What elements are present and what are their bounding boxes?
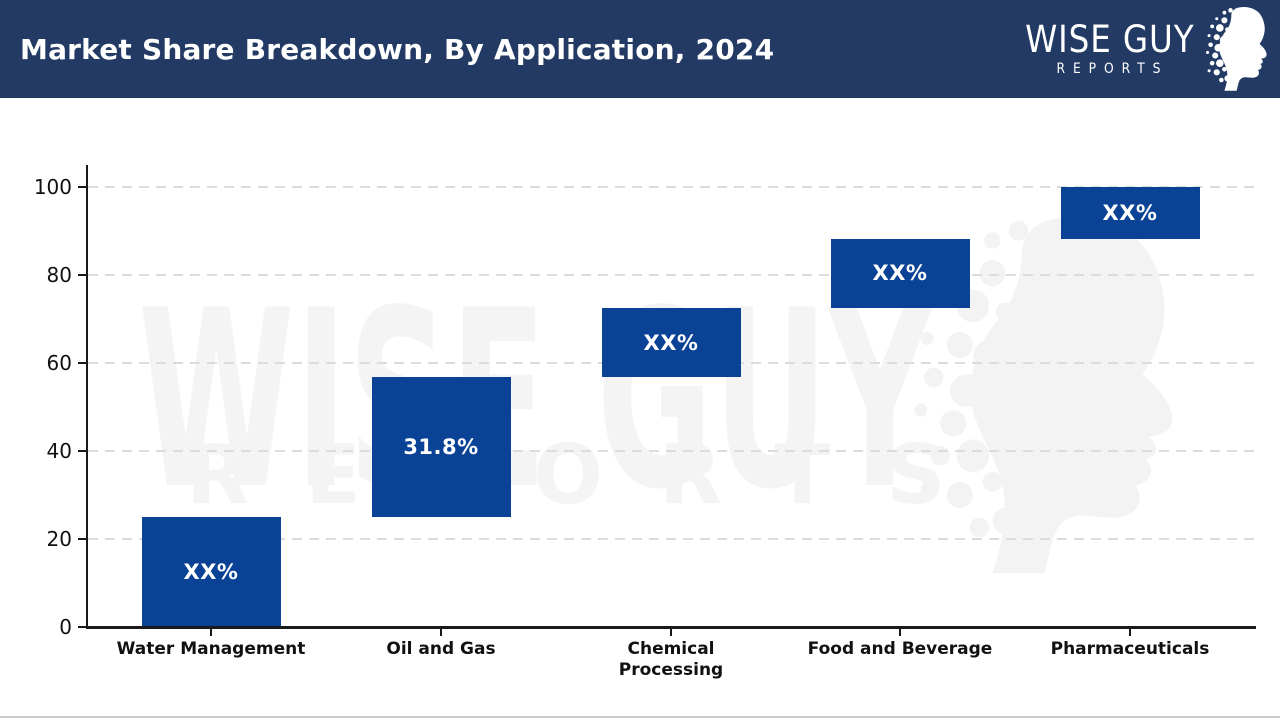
header: Market Share Breakdown, By Application, … (0, 0, 1280, 98)
y-tick-80 (78, 274, 87, 276)
x-axis-label-pharmaceuticals: Pharmaceuticals (1050, 639, 1210, 659)
logo-text: WISE GUY REPORTS (1024, 18, 1194, 77)
x-axis-label-food-and-beverage: Food and Beverage (807, 639, 993, 659)
gridline-40 (88, 450, 1256, 452)
gridline-80 (88, 274, 1256, 276)
y-tick-100 (78, 186, 87, 188)
gridline-20 (88, 538, 1256, 540)
bottom-border (0, 716, 1280, 718)
bar-chemical-processing: XX% (601, 308, 741, 378)
y-tick-20 (78, 538, 87, 540)
x-axis-label-chemical-processing: Chemical Processing (618, 639, 724, 680)
page-title: Market Share Breakdown, By Application, … (20, 32, 775, 66)
bar-value-label-oil-and-gas: 31.8% (403, 435, 479, 460)
y-tick-60 (78, 362, 87, 364)
bar-value-label-food-and-beverage: XX% (872, 261, 928, 286)
bar-pharmaceuticals: XX% (1060, 187, 1200, 239)
watermark-wordmark: WISE GUY (138, 258, 932, 543)
bar-food-and-beverage: XX% (830, 238, 970, 308)
logo-wordmark: WISE GUY (1024, 18, 1194, 62)
y-tick-label-60: 60 (46, 351, 72, 375)
y-tick-label-80: 80 (46, 263, 72, 287)
bar-oil-and-gas: 31.8% (371, 377, 511, 517)
gridline-100 (88, 186, 1256, 188)
y-tick-label-20: 20 (46, 527, 72, 551)
x-axis-label-oil-and-gas: Oil and Gas (386, 639, 496, 659)
bar-value-label-pharmaceuticals: XX% (1102, 200, 1158, 225)
logo-face-icon (1206, 7, 1267, 91)
logo-subtitle: REPORTS (1055, 60, 1168, 77)
y-tick-0 (78, 626, 87, 628)
x-tick-food-and-beverage (899, 629, 901, 636)
x-tick-oil-and-gas (440, 629, 442, 636)
bar-value-label-water-management: XX% (183, 560, 239, 584)
bar-water-management: XX% (141, 517, 281, 627)
watermark-face-icon (914, 216, 1173, 574)
y-tick-label-0: 0 (59, 615, 72, 639)
y-axis-line (86, 165, 88, 629)
x-axis-label-water-management: Water Management (116, 639, 306, 659)
wiseguy-logo: WISE GUY REPORTS (1002, 5, 1268, 93)
x-axis-line (86, 626, 1256, 629)
y-tick-label-40: 40 (46, 439, 72, 463)
x-tick-chemical-processing (670, 629, 672, 636)
x-tick-pharmaceuticals (1129, 629, 1131, 636)
y-tick-40 (78, 450, 87, 452)
bar-value-label-chemical-processing: XX% (643, 330, 699, 355)
y-tick-label-100: 100 (33, 175, 72, 199)
x-tick-water-management (210, 629, 212, 636)
watermark-subtitle: REPORTS (186, 428, 1002, 523)
